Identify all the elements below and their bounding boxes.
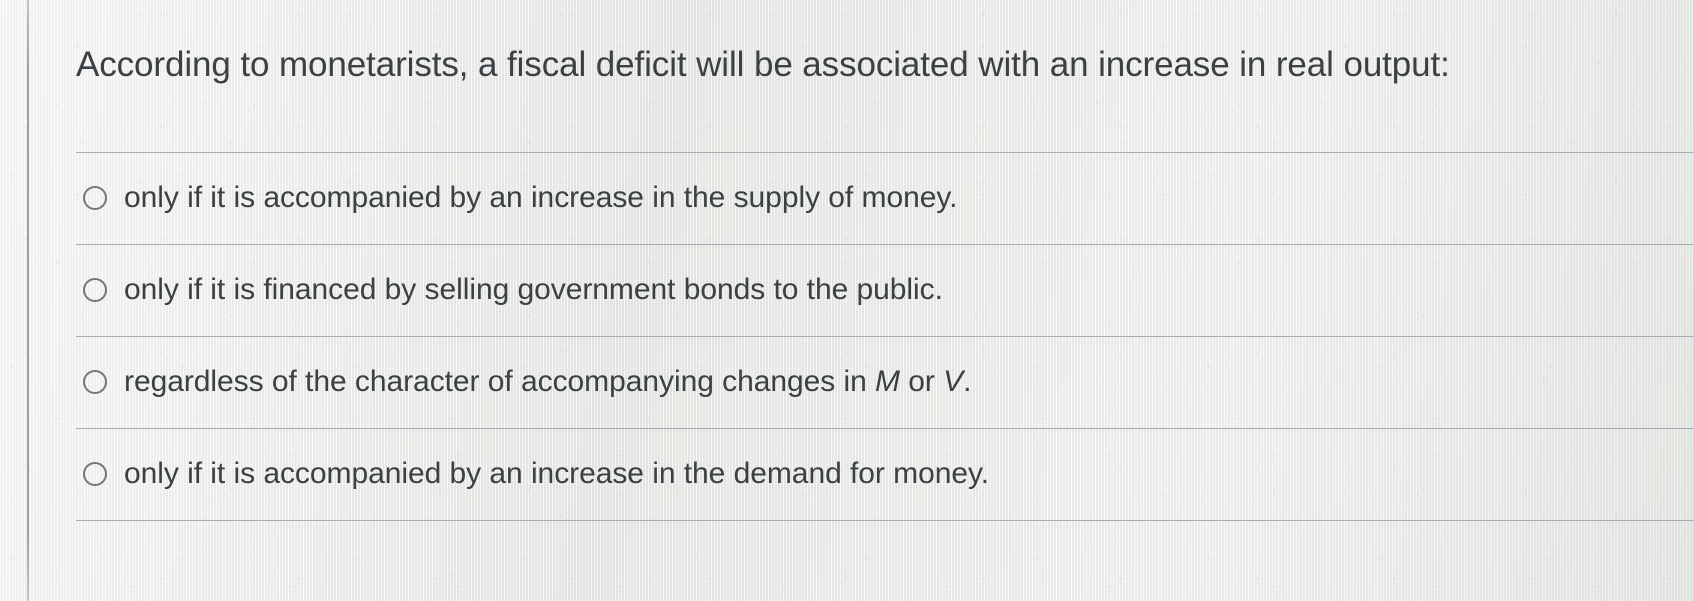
option-divider-1 — [76, 244, 1693, 245]
option-label-c-text-2: or — [899, 365, 944, 398]
radio-unchecked-icon[interactable] — [83, 186, 107, 210]
option-label-c-text-3: . — [963, 365, 972, 398]
option-label-c: regardless of the character of accompany… — [124, 364, 971, 400]
radio-unchecked-icon[interactable] — [83, 278, 107, 302]
radio-unchecked-icon[interactable] — [83, 462, 107, 486]
option-label-b: only if it is financed by selling govern… — [124, 273, 943, 306]
option-row-d[interactable]: only if it is accompanied by an increase… — [76, 428, 1693, 520]
option-divider-bottom — [76, 520, 1693, 521]
option-divider-3 — [76, 428, 1693, 429]
option-label-c-variable-v: V — [943, 365, 964, 398]
option-label-d: only if it is accompanied by an increase… — [124, 457, 989, 490]
option-label-c-text-1: regardless of the character of accompany… — [124, 365, 876, 398]
radio-unchecked-icon[interactable] — [83, 370, 107, 394]
option-row-b[interactable]: only if it is financed by selling govern… — [76, 244, 1693, 336]
option-divider-2 — [76, 336, 1693, 337]
option-row-c[interactable]: regardless of the character of accompany… — [76, 336, 1693, 428]
option-label-c-variable-m: M — [875, 365, 900, 398]
question-title: According to monetarists, a fiscal defic… — [76, 45, 1450, 84]
option-row-a[interactable]: only if it is accompanied by an increase… — [76, 152, 1693, 244]
option-label-a: only if it is accompanied by an increase… — [124, 181, 958, 214]
left-gutter-rule — [27, 0, 29, 601]
option-divider-top — [76, 152, 1693, 153]
